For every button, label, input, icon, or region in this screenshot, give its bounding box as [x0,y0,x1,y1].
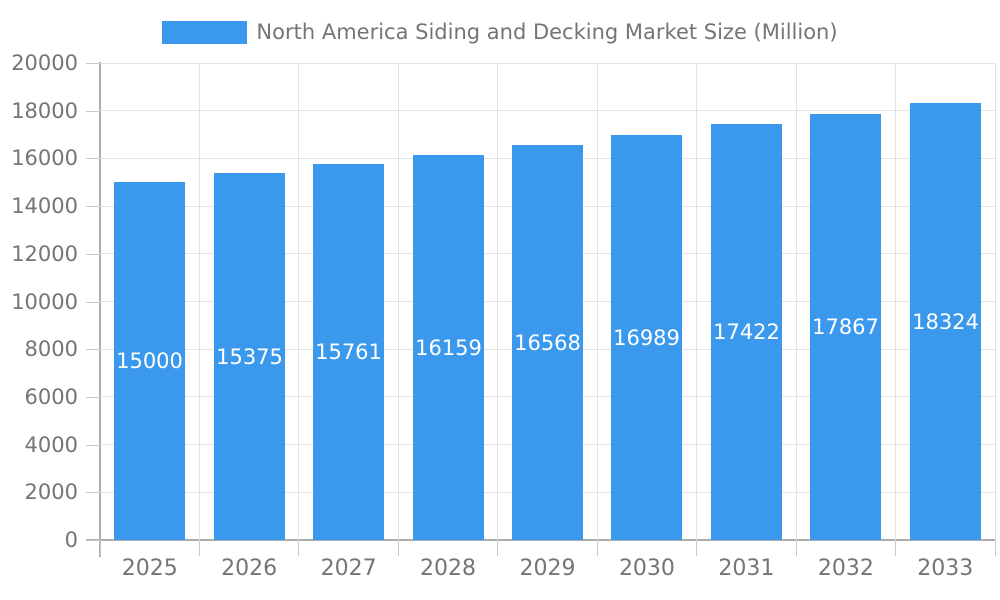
bar-value-label: 16989 [613,325,680,350]
horizontal-gridline [100,62,995,64]
x-axis-line [86,539,996,541]
bar-2026: 15375 [214,173,285,540]
y-axis-tick-label: 14000 [11,194,78,219]
x-axis-tick [497,540,499,556]
bar-value-label: 15375 [216,344,283,369]
y-axis-tick-label: 10000 [11,289,78,314]
x-axis-tick [895,540,897,556]
y-axis-tick [86,63,100,64]
x-axis-tick [397,540,399,556]
y-axis-tick [86,349,100,351]
legend-swatch-icon [162,20,248,44]
x-axis-tick [99,540,101,556]
y-axis-tick-label: 6000 [24,384,78,409]
y-axis-tick-label: 12000 [11,241,78,266]
x-axis-tick [198,540,200,556]
y-axis-tick-label: 4000 [24,432,78,457]
y-axis-tick-label: 18000 [11,98,78,123]
bar-value-label: 18324 [912,309,979,334]
bar-value-label: 16159 [415,335,482,360]
y-axis-tick [86,253,100,255]
x-axis-tick-label: 2025 [121,556,178,581]
bar-2029: 16568 [512,145,583,540]
x-axis-tick-label: 2031 [718,556,775,581]
x-axis-tick-label: 2029 [519,556,576,581]
y-axis-tick [86,206,100,208]
y-axis-tick [86,492,100,494]
x-axis-tick [994,540,996,556]
x-axis-tick [298,540,300,556]
vertical-gridline [198,63,200,540]
bar-2031: 17422 [711,124,782,540]
y-axis-tick [86,396,100,398]
y-axis-tick [86,110,100,112]
bar-value-label: 15000 [116,349,183,373]
y-axis-tick-label: 20000 [11,51,78,75]
chart-legend[interactable]: North America Siding and Decking Market … [0,20,1000,44]
bar-2027: 15761 [313,164,384,540]
y-axis-tick-label: 16000 [11,146,78,171]
legend-label: North America Siding and Decking Market … [256,20,838,44]
plot-area: 15000 15375 15761 16159 16568 16989 17422 17867… [100,62,996,540]
x-axis-tick-label: 2028 [420,556,477,581]
y-axis-tick [86,444,100,446]
x-axis-tick [795,540,797,556]
x-axis-tick-label: 2027 [320,556,377,581]
bar-value-label: 17422 [713,320,780,344]
y-axis-tick [86,158,100,160]
x-axis-tick [696,540,698,556]
vertical-gridline [895,63,897,540]
y-axis-tick-label: 0 [64,528,78,552]
y-axis-tick [86,540,100,541]
vertical-gridline [298,63,300,540]
vertical-gridline [397,63,399,540]
vertical-gridline [994,63,996,540]
vertical-gridline [795,63,797,540]
bar-2030: 16989 [611,135,682,540]
y-axis-tick-label: 2000 [24,480,78,505]
vertical-gridline [596,63,598,540]
x-axis-tick [596,540,598,556]
x-axis-tick-label: 2032 [817,556,874,581]
bar-value-label: 16568 [514,330,581,355]
x-axis-tick-label: 2030 [618,556,675,581]
y-axis-tick [86,301,100,303]
bar-2025: 15000 [114,182,185,540]
vertical-gridline [497,63,499,540]
y-axis-line [99,62,101,557]
bar-value-label: 17867 [812,315,879,339]
x-axis-tick-label: 2033 [917,556,974,581]
horizontal-gridline [100,110,995,112]
bar-2028: 16159 [413,155,484,540]
bar-value-label: 15761 [315,340,382,364]
bar-2033: 18324 [910,103,981,540]
x-axis-tick-label: 2026 [221,556,278,581]
bar-2032: 17867 [810,114,881,540]
vertical-gridline [696,63,698,540]
y-axis-tick-label: 8000 [24,337,78,362]
